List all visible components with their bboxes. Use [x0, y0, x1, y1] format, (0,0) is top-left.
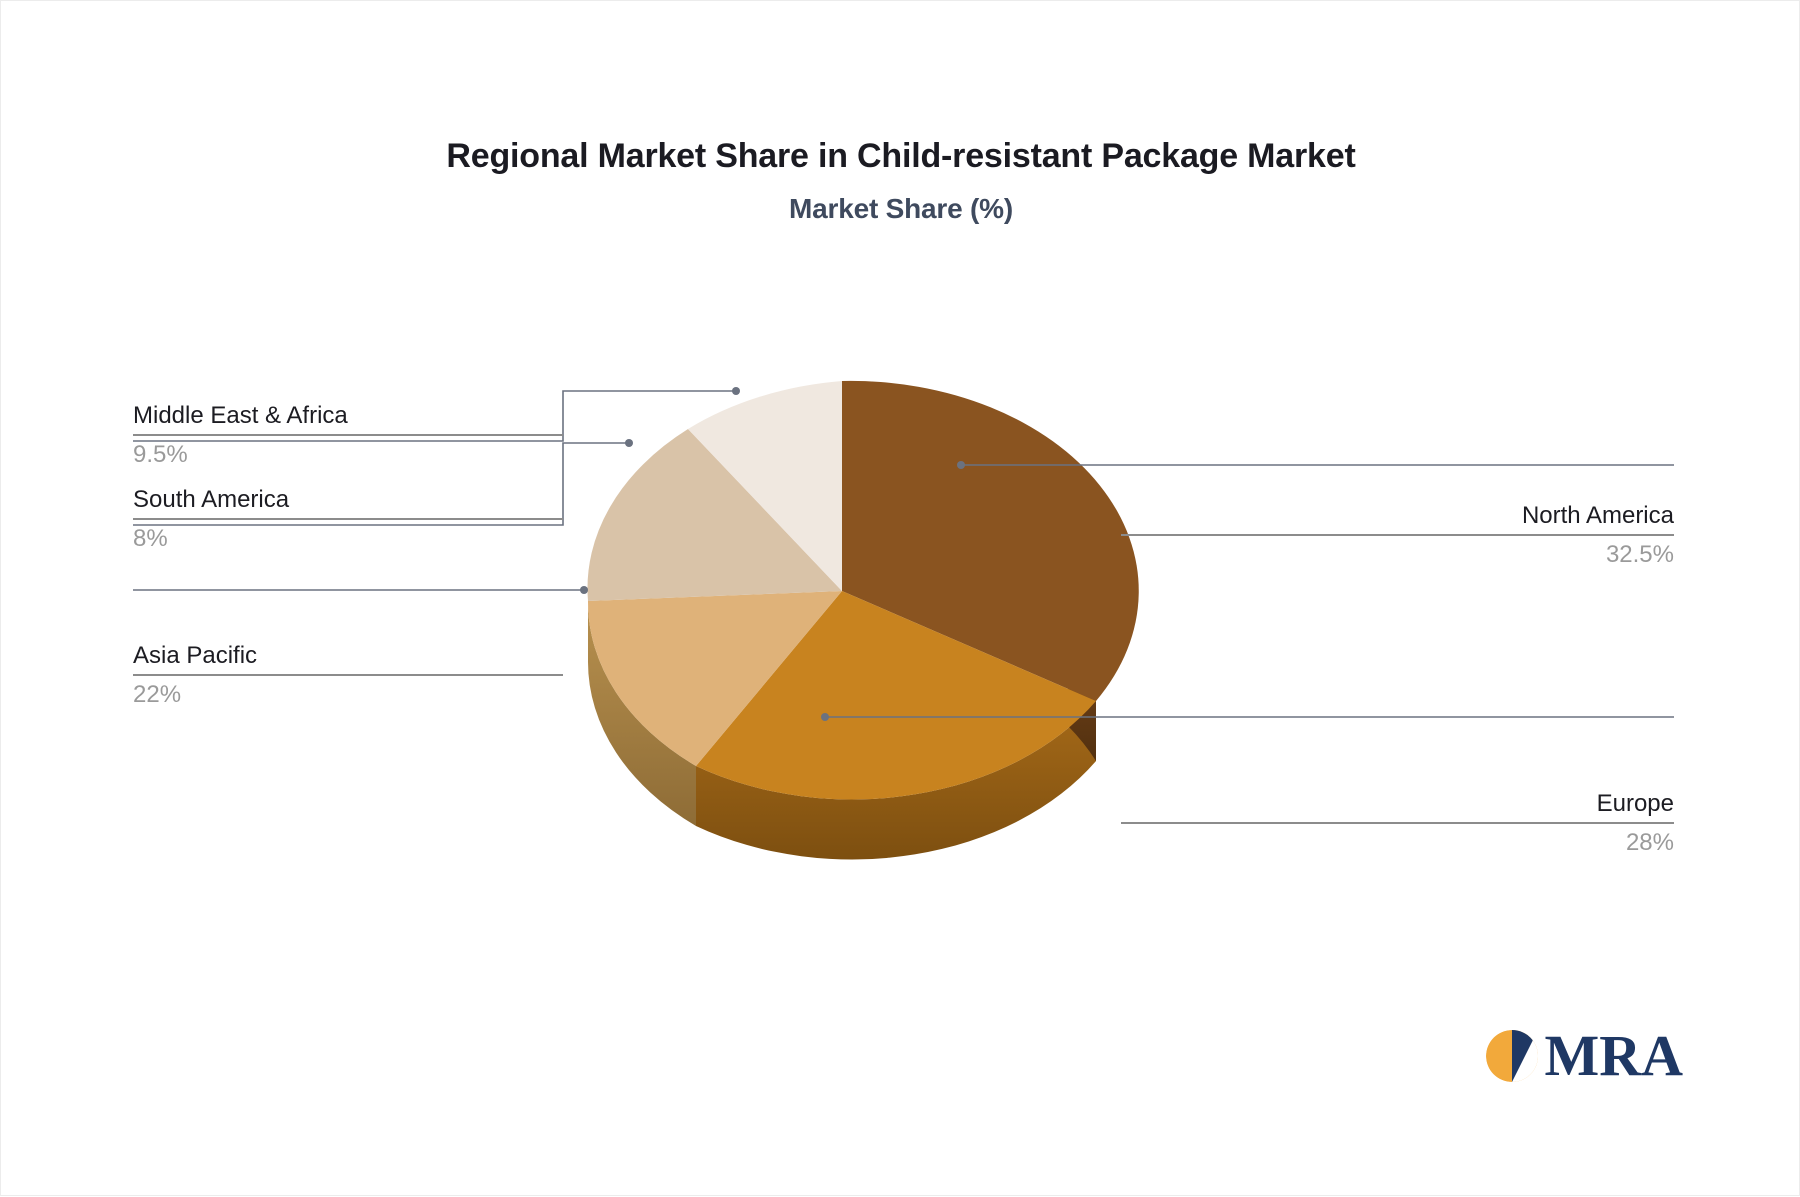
chart-subtitle: Market Share (%) [789, 193, 1013, 224]
pie-svg [587, 380, 1139, 860]
label-middle-east-africa[interactable]: Middle East & Africa 9.5% [133, 401, 563, 470]
pie-slice-middle-east-africa[interactable] [587, 429, 842, 601]
pie-side-asia-pacific [587, 601, 696, 826]
label-name-sa: South America [133, 486, 290, 513]
label-name-na: North America [1521, 502, 1674, 529]
label-name-eu: Europe [1596, 790, 1674, 817]
label-name-ap: Asia Pacific [133, 642, 258, 669]
label-rule-na [1121, 534, 1674, 536]
pie-slice-north-america[interactable] [842, 380, 1139, 701]
label-value-na: 32.5% [1605, 541, 1674, 568]
label-europe[interactable]: Europe 28% [1121, 789, 1674, 858]
label-rule-mea [133, 434, 563, 436]
label-value-mea: 9.5% [133, 441, 188, 468]
pie-slice-asia-pacific[interactable] [587, 591, 842, 766]
label-rule-eu [1121, 822, 1674, 824]
label-rule-sa [133, 518, 563, 520]
pie-side-europe [696, 701, 1096, 860]
label-rule-ap [133, 674, 563, 676]
mra-logo: MRA [1486, 1027, 1683, 1085]
mra-logo-mark-icon [1486, 1030, 1539, 1082]
label-value-eu: 28% [1625, 829, 1674, 856]
chart-title: Regional Market Share in Child-resistant… [446, 137, 1356, 175]
label-name-mea: Middle East & Africa [133, 402, 348, 429]
label-asia-pacific[interactable]: Asia Pacific 22% [133, 641, 563, 710]
pie-slice-europe[interactable] [696, 591, 1096, 800]
label-north-america[interactable]: North America 32.5% [1121, 501, 1674, 570]
mra-logo-text: MRA [1544, 1023, 1683, 1088]
label-value-ap: 22% [133, 681, 182, 708]
pie-chart [576, 371, 1236, 931]
label-value-sa: 8% [133, 525, 168, 552]
label-south-america[interactable]: South America 8% [133, 485, 563, 554]
